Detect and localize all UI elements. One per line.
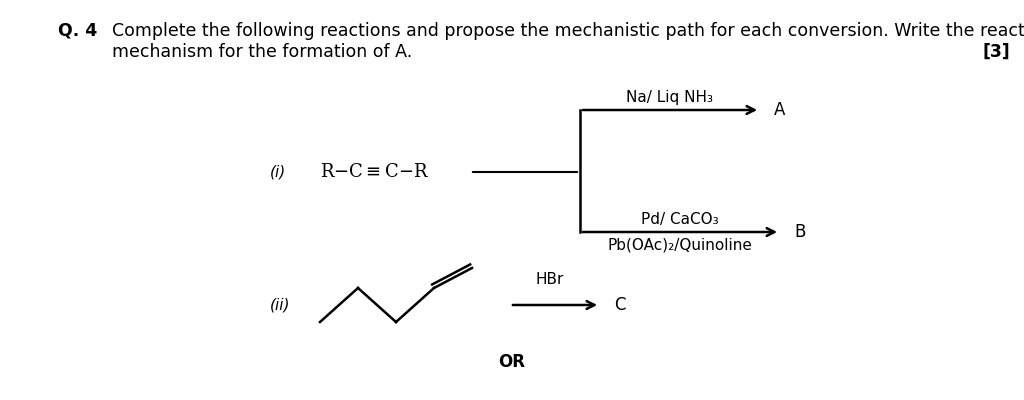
- Text: Pd/ CaCO₃: Pd/ CaCO₃: [641, 212, 719, 227]
- Text: C: C: [614, 296, 626, 314]
- Text: A: A: [774, 101, 785, 119]
- Text: (i): (i): [270, 164, 287, 180]
- Text: Pb(OAc)₂/Quinoline: Pb(OAc)₂/Quinoline: [607, 237, 753, 252]
- Text: R$-$C$\equiv$C$-$R: R$-$C$\equiv$C$-$R: [319, 163, 429, 181]
- Text: OR: OR: [499, 353, 525, 371]
- Text: [3]: [3]: [982, 43, 1010, 61]
- Text: Complete the following reactions and propose the mechanistic path for each conve: Complete the following reactions and pro…: [112, 22, 1024, 40]
- Text: Q. 4: Q. 4: [58, 22, 97, 40]
- Text: B: B: [794, 223, 805, 241]
- Text: Na/ Liq NH₃: Na/ Liq NH₃: [627, 90, 714, 105]
- Text: HBr: HBr: [536, 272, 564, 287]
- Text: (ii): (ii): [270, 298, 291, 312]
- Text: mechanism for the formation of A.: mechanism for the formation of A.: [112, 43, 413, 61]
